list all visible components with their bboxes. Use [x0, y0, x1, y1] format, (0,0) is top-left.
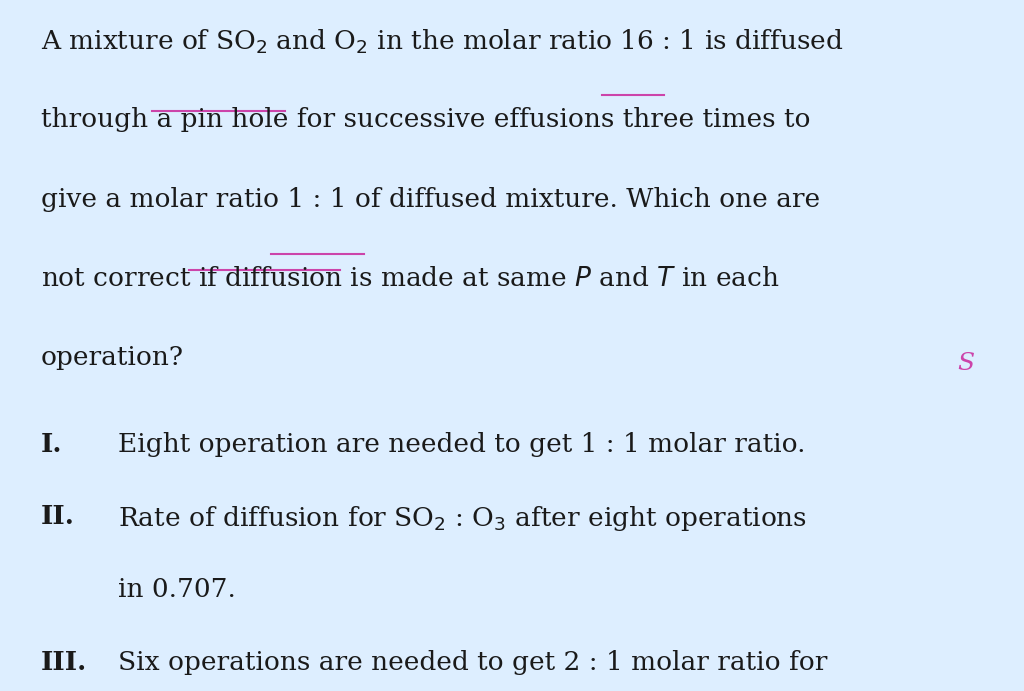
Text: III.: III. — [41, 650, 87, 674]
Text: Eight operation are needed to get 1 : 1 molar ratio.: Eight operation are needed to get 1 : 1 … — [118, 432, 805, 457]
Text: I.: I. — [41, 432, 62, 457]
Text: in 0.707.: in 0.707. — [118, 577, 236, 602]
Text: Six operations are needed to get 2 : 1 molar ratio for: Six operations are needed to get 2 : 1 m… — [118, 650, 827, 674]
Text: operation?: operation? — [41, 346, 184, 370]
Text: Rate of diffusion for SO$_2$ : O$_3$ after eight operations: Rate of diffusion for SO$_2$ : O$_3$ aft… — [118, 504, 807, 533]
Text: S: S — [957, 352, 975, 375]
Text: give a molar ratio 1 : 1 of diffused mixture. Which one are: give a molar ratio 1 : 1 of diffused mix… — [41, 187, 820, 211]
Text: through a pin hole for successive effusions three times to: through a pin hole for successive effusi… — [41, 107, 810, 132]
Text: A mixture of SO$_2$ and O$_2$ in the molar ratio 16 : 1 is diffused: A mixture of SO$_2$ and O$_2$ in the mol… — [41, 28, 844, 56]
Text: II.: II. — [41, 504, 75, 529]
Text: not correct if diffusion is made at same $P$ and $T$ in each: not correct if diffusion is made at same… — [41, 266, 779, 291]
